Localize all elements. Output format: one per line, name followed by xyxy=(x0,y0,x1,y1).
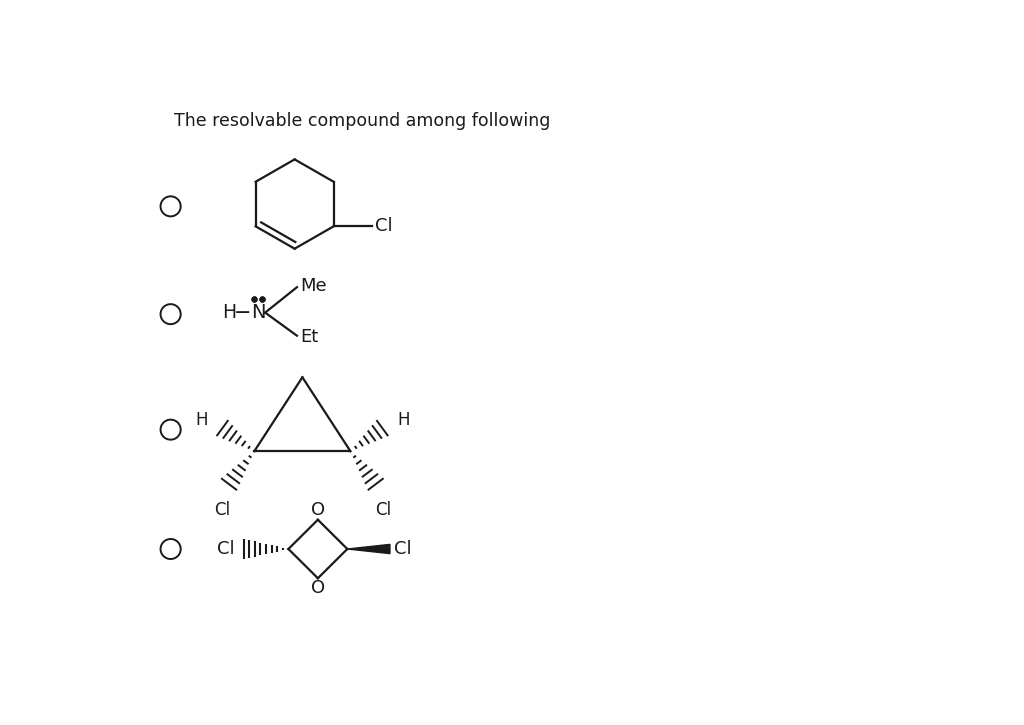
Text: Cl: Cl xyxy=(394,540,412,558)
Text: Cl: Cl xyxy=(216,540,234,558)
Text: O: O xyxy=(311,501,325,518)
Text: H: H xyxy=(397,411,410,429)
Text: O: O xyxy=(311,579,325,597)
Text: Me: Me xyxy=(300,277,327,294)
Text: N: N xyxy=(251,303,265,322)
Text: Cl: Cl xyxy=(375,501,391,519)
Polygon shape xyxy=(347,544,390,554)
Text: The resolvable compound among following: The resolvable compound among following xyxy=(174,112,551,130)
Text: −: − xyxy=(233,302,252,323)
Text: Cl: Cl xyxy=(376,218,393,236)
Text: H: H xyxy=(196,411,208,429)
Text: H: H xyxy=(221,303,236,322)
Text: Cl: Cl xyxy=(214,501,229,519)
Text: Et: Et xyxy=(300,328,318,347)
